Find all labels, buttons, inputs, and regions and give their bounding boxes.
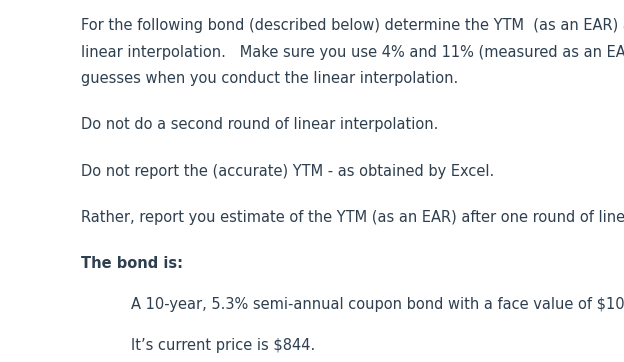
Text: A 10-year, 5.3% semi-annual coupon bond with a face value of $1000.: A 10-year, 5.3% semi-annual coupon bond … — [131, 297, 624, 312]
Text: For the following bond (described below) determine the YTM  (as an EAR) after ON: For the following bond (described below)… — [81, 18, 624, 33]
Text: Do not report the (accurate) YTM - as obtained by Excel.: Do not report the (accurate) YTM - as ob… — [81, 164, 494, 178]
Text: guesses when you conduct the linear interpolation.: guesses when you conduct the linear inte… — [81, 71, 459, 86]
Text: The bond is:: The bond is: — [81, 256, 183, 271]
Text: Rather, report you estimate of the YTM (as an EAR) after one round of linear int: Rather, report you estimate of the YTM (… — [81, 210, 624, 225]
Text: Do not do a second round of linear interpolation.: Do not do a second round of linear inter… — [81, 117, 439, 132]
Text: It’s current price is $844.: It’s current price is $844. — [131, 338, 315, 353]
Text: linear interpolation.   Make sure you use 4% and 11% (measured as an EAR), as yo: linear interpolation. Make sure you use … — [81, 45, 624, 59]
